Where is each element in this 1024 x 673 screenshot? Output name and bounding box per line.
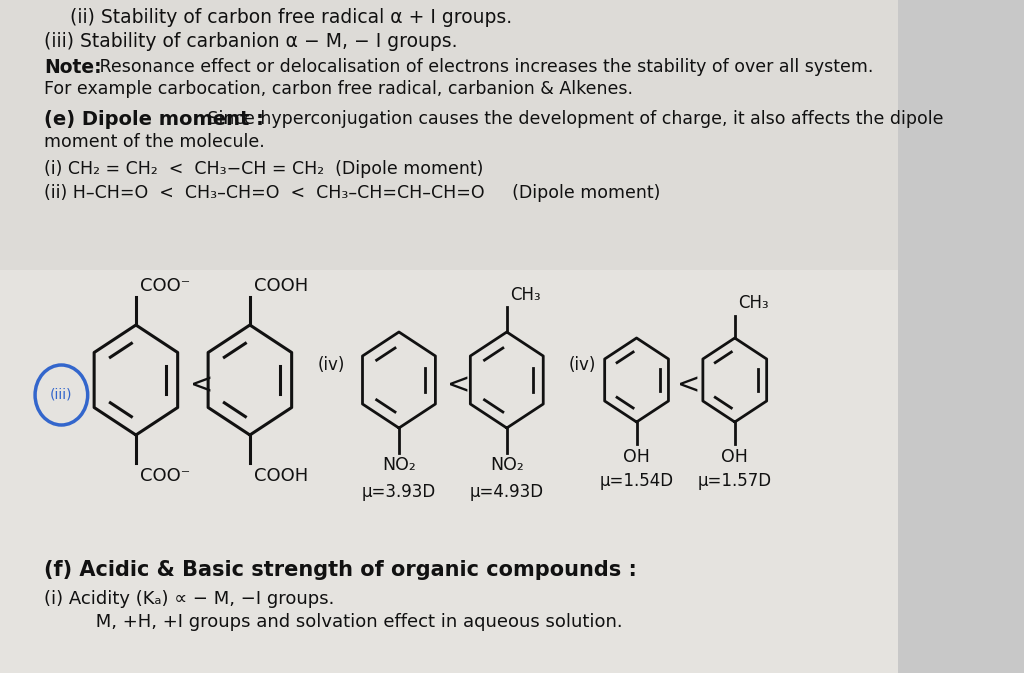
Text: μ=3.93D: μ=3.93D [361,483,436,501]
Text: (iv): (iv) [568,356,596,374]
Text: moment of the molecule.: moment of the molecule. [44,133,264,151]
Text: CH₃: CH₃ [738,294,769,312]
FancyBboxPatch shape [0,0,898,673]
Text: (i) Acidity (Kₐ) ∝ − M, −I groups.: (i) Acidity (Kₐ) ∝ − M, −I groups. [44,590,334,608]
Text: COO⁻: COO⁻ [140,277,190,295]
Text: (iii): (iii) [50,388,73,402]
Text: OH: OH [721,448,749,466]
Text: (iii) Stability of carbanion α − M, − I groups.: (iii) Stability of carbanion α − M, − I … [44,32,458,51]
Text: μ=4.93D: μ=4.93D [470,483,544,501]
Text: M, +H, +I groups and solvation effect in aqueous solution.: M, +H, +I groups and solvation effect in… [44,613,623,631]
Text: μ=1.54D: μ=1.54D [599,472,674,490]
Text: CH₃: CH₃ [510,286,541,304]
Text: (f) Acidic & Basic strength of organic compounds :: (f) Acidic & Basic strength of organic c… [44,560,637,580]
Text: <: < [190,371,213,399]
Text: OH: OH [624,448,650,466]
Text: μ=1.57D: μ=1.57D [697,472,772,490]
Text: COO⁻: COO⁻ [140,467,190,485]
Text: <: < [678,371,700,399]
FancyBboxPatch shape [0,0,898,270]
Text: (e) Dipole moment :: (e) Dipole moment : [44,110,264,129]
Text: (ii) H–CH=O  <  CH₃–CH=O  <  CH₃–CH=CH–CH=O     (Dipole moment): (ii) H–CH=O < CH₃–CH=O < CH₃–CH=CH–CH=O … [44,184,660,202]
Text: NO₂: NO₂ [382,456,416,474]
Text: Since hyperconjugation causes the development of charge, it also affects the dip: Since hyperconjugation causes the develo… [202,110,943,128]
Text: <: < [446,371,470,399]
Text: (i) CH₂ = CH₂  <  CH₃−CH = CH₂  (Dipole moment): (i) CH₂ = CH₂ < CH₃−CH = CH₂ (Dipole mom… [44,160,483,178]
Text: (iv): (iv) [317,356,345,374]
Text: NO₂: NO₂ [489,456,523,474]
Text: Note:: Note: [44,58,101,77]
Text: (ii) Stability of carbon free radical α + I groups.: (ii) Stability of carbon free radical α … [71,8,512,27]
Text: COOH: COOH [254,277,308,295]
Text: Resonance effect or delocalisation of electrons increases the stability of over : Resonance effect or delocalisation of el… [94,58,873,76]
Text: For example carbocation, carbon free radical, carbanion & Alkenes.: For example carbocation, carbon free rad… [44,80,633,98]
Text: COOH: COOH [254,467,308,485]
